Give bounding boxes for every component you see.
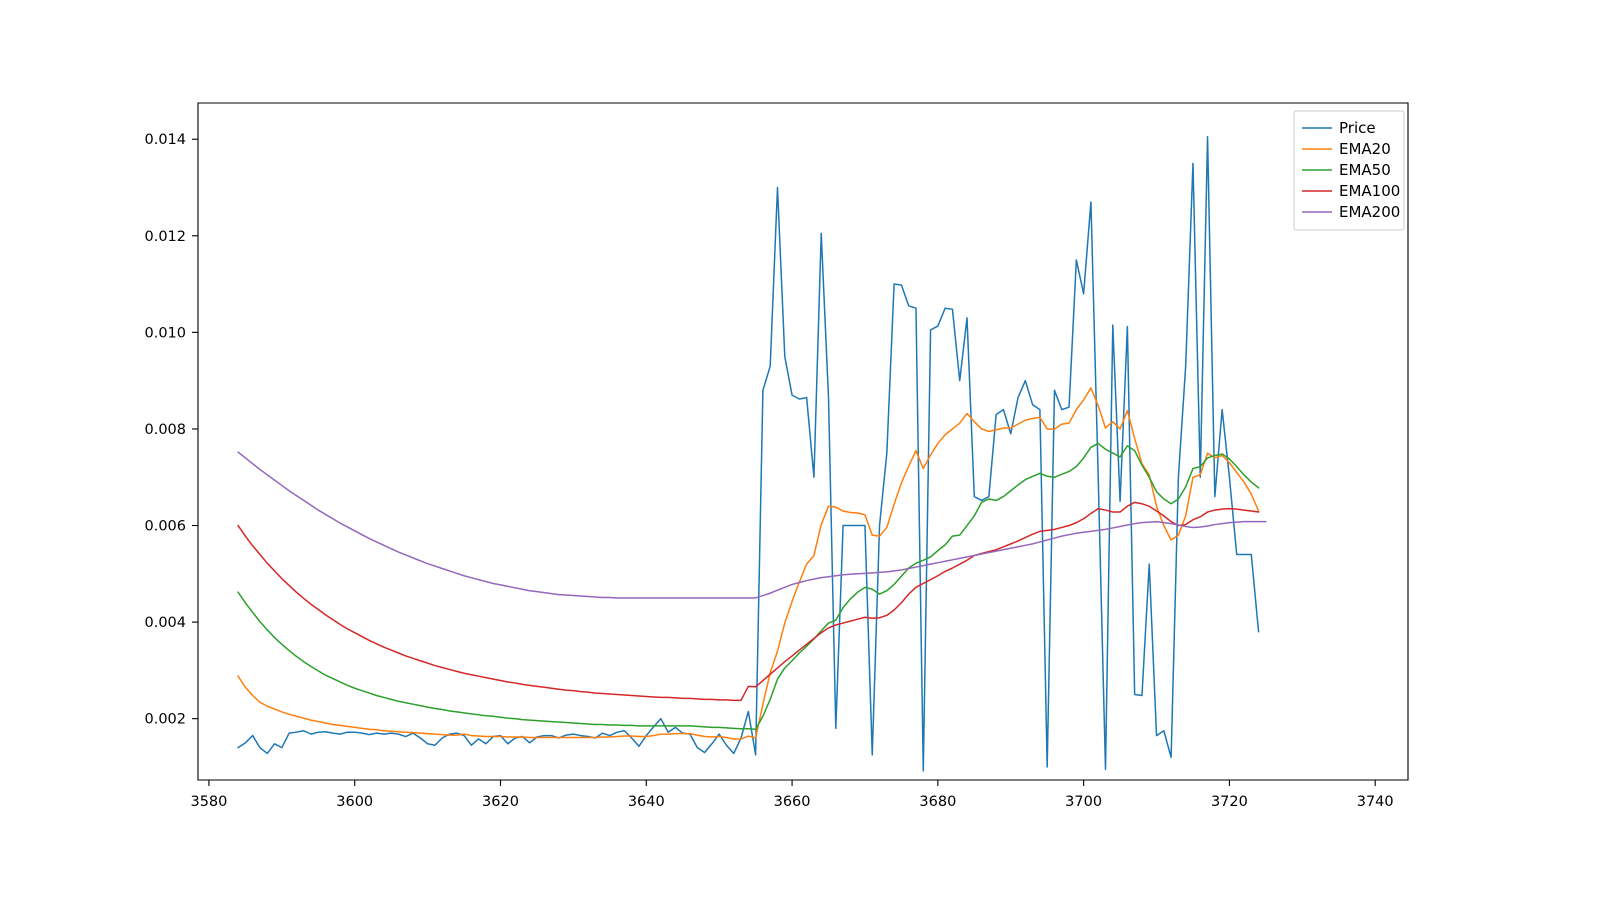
x-tick-label: 3620	[482, 794, 519, 810]
legend-label-ema20: EMA20	[1339, 140, 1391, 158]
chart-legend[interactable]: Price EMA20 EMA50 EMA100 EMA200	[1293, 110, 1405, 231]
data-series-group	[237, 136, 1267, 772]
y-tick-label: 0.006	[144, 519, 186, 535]
x-tick-label: 3680	[919, 794, 956, 810]
series-line-ema50	[237, 442, 1260, 731]
y-tick-label: 0.004	[144, 615, 186, 631]
series-line-price	[237, 136, 1260, 772]
y-tick-label: 0.008	[144, 422, 186, 438]
y-tick-label: 0.012	[144, 229, 186, 245]
axes-spines	[197, 102, 1409, 781]
x-tick-label: 3700	[1065, 794, 1102, 810]
series-line-ema20	[237, 387, 1260, 740]
y-tick-label: 0.014	[144, 132, 186, 148]
series-line-ema100	[237, 501, 1260, 702]
x-tick-label: 3580	[190, 794, 227, 810]
legend-background	[1293, 110, 1405, 231]
x-tick-label: 3640	[628, 794, 665, 810]
legend-label-ema200: EMA200	[1339, 203, 1400, 221]
legend-label-price: Price	[1339, 119, 1376, 137]
x-axis-ticks: 3580 3600 3620 3640 3660 3680 3700 3720 3740	[190, 780, 1394, 810]
y-axis-ticks: 0.002 0.004 0.006 0.008 0.010 0.012 0.014	[144, 132, 198, 728]
y-tick-label: 0.010	[144, 325, 186, 341]
x-tick-label: 3660	[774, 794, 811, 810]
series-line-ema200	[237, 451, 1267, 599]
x-tick-label: 3600	[336, 794, 373, 810]
legend-label-ema100: EMA100	[1339, 182, 1400, 200]
y-tick-label: 0.002	[144, 712, 186, 728]
axes-background	[198, 103, 1408, 780]
x-tick-label: 3740	[1357, 794, 1394, 810]
x-tick-label: 3720	[1211, 794, 1248, 810]
legend-label-ema50: EMA50	[1339, 161, 1391, 179]
